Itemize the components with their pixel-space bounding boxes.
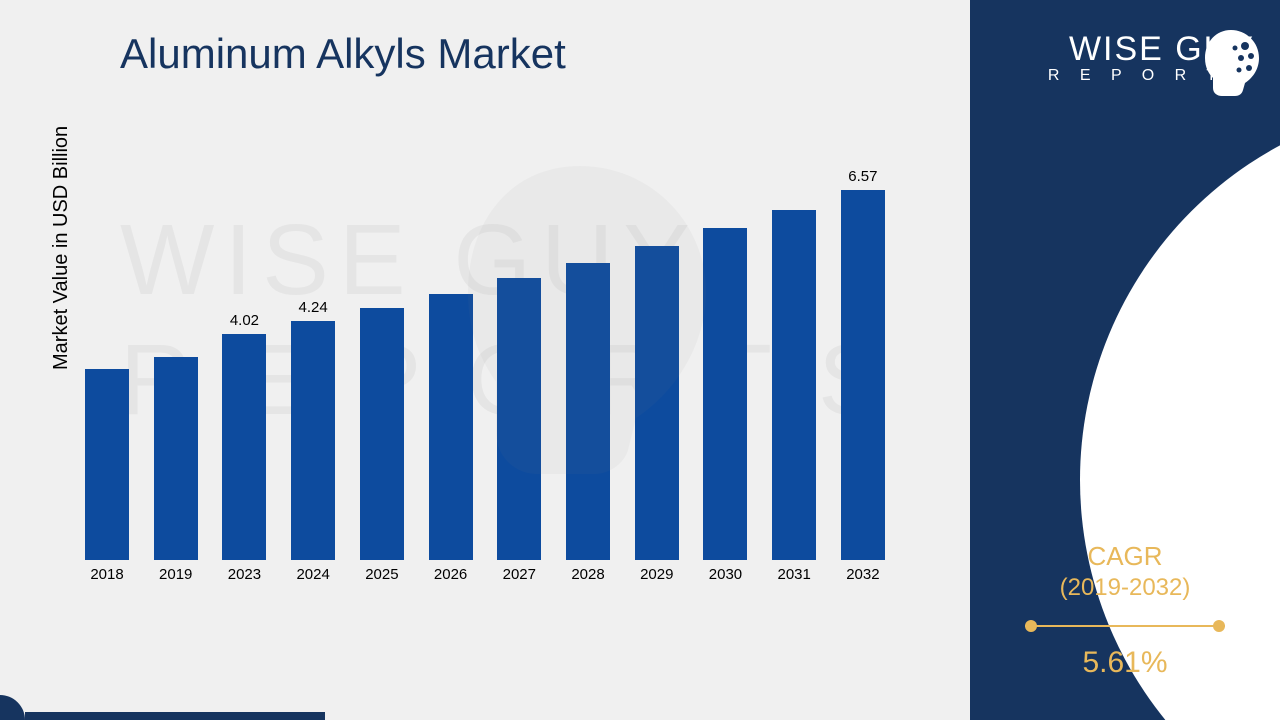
cagr-block: CAGR (2019-2032) 5.61% xyxy=(970,541,1280,680)
x-axis-label: 2018 xyxy=(80,566,134,590)
logo-sub-text: R E P O R T S xyxy=(1048,67,1255,85)
bar-slot xyxy=(561,241,615,560)
bar-slot xyxy=(80,347,134,560)
right-panel: WISE GUY R E P O R T S CAGR (2019-2032) … xyxy=(970,0,1280,720)
bar-slot xyxy=(630,224,684,560)
cagr-value: 5.61% xyxy=(970,646,1280,680)
x-axis-label: 2032 xyxy=(836,566,890,590)
brand-logo: WISE GUY R E P O R T S xyxy=(1048,30,1255,85)
bar-rect xyxy=(772,210,816,560)
bar-rect xyxy=(497,278,541,560)
bar-slot: 4.24 xyxy=(286,299,340,560)
bar-rect xyxy=(566,263,610,560)
cagr-divider xyxy=(1025,620,1225,632)
bar-chart: 4.02 4.24 6.57 2018 2019 2023 2024 2025 2026 202… xyxy=(80,170,890,590)
bar-slot xyxy=(492,256,546,560)
x-axis-label: 2031 xyxy=(767,566,821,590)
corner-circle-decoration xyxy=(0,695,25,720)
bar-rect xyxy=(360,308,404,560)
x-axis-label: 2026 xyxy=(424,566,478,590)
bar-rect xyxy=(635,246,679,560)
x-axis-label: 2029 xyxy=(630,566,684,590)
x-axis-label: 2023 xyxy=(217,566,271,590)
corner-bar-decoration xyxy=(25,712,325,720)
bar-slot xyxy=(149,335,203,560)
bar-slot xyxy=(424,272,478,560)
bar-value-label: 4.24 xyxy=(299,299,328,317)
bar-slot: 4.02 xyxy=(217,312,271,560)
bar-slot: 6.57 xyxy=(836,168,890,560)
bar-slot xyxy=(767,188,821,560)
cagr-title: CAGR xyxy=(970,541,1280,572)
bars-container: 4.02 4.24 6.57 xyxy=(80,170,890,560)
bar-rect xyxy=(291,321,335,560)
x-axis-label: 2030 xyxy=(698,566,752,590)
x-axis-label: 2025 xyxy=(355,566,409,590)
cagr-dot-left xyxy=(1025,620,1037,632)
logo-main-text: WISE GUY xyxy=(1048,30,1255,69)
bar-rect xyxy=(154,357,198,560)
bar-rect xyxy=(85,369,129,560)
chart-title: Aluminum Alkyls Market xyxy=(120,30,566,78)
x-axis-label: 2024 xyxy=(286,566,340,590)
x-axis-label: 2019 xyxy=(149,566,203,590)
bar-rect xyxy=(222,334,266,560)
y-axis-label: Market Value in USD Billion xyxy=(50,126,73,370)
cagr-dot-right xyxy=(1213,620,1225,632)
bar-rect xyxy=(703,228,747,560)
bar-rect xyxy=(841,190,885,560)
cagr-line xyxy=(1025,625,1225,627)
bar-slot xyxy=(698,206,752,560)
bar-value-label: 6.57 xyxy=(848,168,877,186)
x-axis-label: 2028 xyxy=(561,566,615,590)
bar-slot xyxy=(355,286,409,560)
bar-rect xyxy=(429,294,473,560)
x-axis-labels: 2018 2019 2023 2024 2025 2026 2027 2028 2029 2030… xyxy=(80,566,890,590)
x-axis-label: 2027 xyxy=(492,566,546,590)
cagr-range: (2019-2032) xyxy=(970,574,1280,602)
main-area: WISE GUY R E P O R T S Aluminum Alkyls M… xyxy=(0,0,970,720)
bar-value-label: 4.02 xyxy=(230,312,259,330)
